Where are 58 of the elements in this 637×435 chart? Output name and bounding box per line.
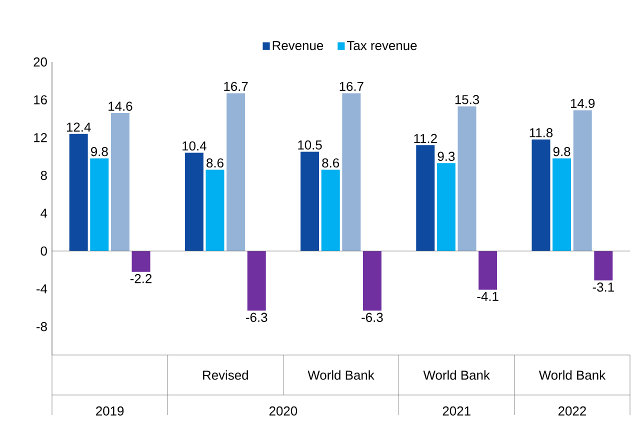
- data-label: -6.3: [362, 312, 383, 322]
- bar: [226, 93, 246, 252]
- data-label: 16.7: [224, 82, 248, 91]
- bar: [416, 145, 435, 252]
- bar: [300, 152, 320, 252]
- y-tick-label: -8: [36, 322, 47, 332]
- bar: [532, 140, 550, 252]
- text: 2020: [269, 406, 298, 416]
- data-label: 12.4: [66, 122, 91, 132]
- legend-label: Tax revenue: [347, 41, 417, 50]
- bar: [436, 163, 456, 252]
- data-label: -3.1: [592, 282, 614, 292]
- text: 2021: [442, 406, 470, 416]
- bar: [362, 251, 382, 311]
- data-label: -2.2: [130, 274, 152, 284]
- data-label: 9.8: [553, 147, 570, 156]
- legend-label: Revenue: [272, 41, 324, 50]
- bar: [342, 93, 361, 252]
- bar: [594, 251, 613, 280]
- bar: [552, 158, 572, 252]
- data-label: 15.3: [455, 95, 480, 104]
- data-label: 10.4: [182, 141, 206, 151]
- data-label: 14.6: [108, 102, 132, 111]
- y-tick-label: 8: [40, 170, 47, 180]
- text: 2022: [558, 406, 586, 416]
- y-tick-label: 16: [34, 95, 47, 104]
- x-tick-label: Revised: [203, 370, 248, 380]
- text: 2019: [96, 406, 124, 416]
- bar: [132, 251, 150, 272]
- bar: [90, 158, 109, 252]
- data-label: 11.8: [530, 128, 553, 138]
- y-tick-label: 20: [34, 57, 47, 67]
- bar: [458, 106, 476, 252]
- bar: [184, 152, 204, 252]
- bar: [478, 251, 498, 290]
- y-tick-label: 4: [40, 208, 48, 218]
- bar: [206, 170, 224, 252]
- x-tick-label: World Bank: [308, 370, 374, 380]
- data-label: 14.9: [570, 98, 595, 108]
- x-tick-label: World Bank: [423, 370, 490, 380]
- bar: [69, 134, 88, 252]
- y-tick-label: -4: [36, 284, 48, 294]
- data-label: -4.1: [477, 292, 498, 301]
- data-label: 8.6: [322, 158, 340, 168]
- bar: [247, 251, 266, 311]
- data-label: 10.5: [298, 140, 322, 150]
- bar: [573, 110, 592, 252]
- y-tick-label: 0: [40, 246, 47, 256]
- data-label: 8.6: [206, 158, 224, 168]
- data-label: 11.2: [414, 134, 437, 143]
- data-label: 9.8: [91, 147, 108, 156]
- y-tick-label: 12: [34, 133, 47, 142]
- data-label: 16.7: [340, 82, 364, 91]
- x-tick-label: World Bank: [538, 370, 606, 380]
- bar: [321, 170, 340, 252]
- bar: [110, 113, 130, 252]
- data-label: 9.3: [438, 152, 455, 161]
- data-label: -6.3: [246, 312, 268, 322]
